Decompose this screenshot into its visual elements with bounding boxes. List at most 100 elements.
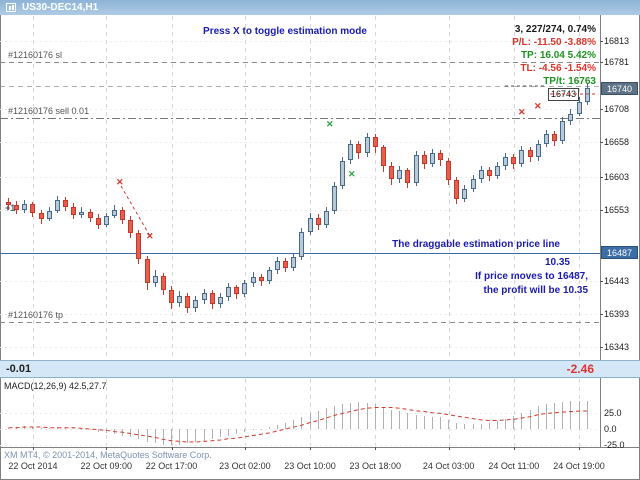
order-line-label-2: #12160176 tp xyxy=(8,310,64,321)
macd-histogram-bar xyxy=(56,427,58,429)
strip-right-value: -2.46 xyxy=(566,362,594,376)
macd-histogram-bar xyxy=(260,429,262,430)
candle-body xyxy=(266,270,272,281)
macd-histogram-bar xyxy=(252,429,254,431)
chart-plot-area[interactable] xyxy=(0,15,600,360)
macd-histogram-bar xyxy=(301,417,303,429)
time-axis-label: 22 Oct 2014 xyxy=(8,461,58,471)
macd-histogram-bar xyxy=(407,413,409,429)
candle-body xyxy=(462,189,468,199)
macd-histogram-bar xyxy=(40,427,42,429)
order-line-label-0: #12160176 sl xyxy=(8,49,63,60)
candle-body xyxy=(217,297,223,304)
macd-histogram-bar xyxy=(65,427,67,429)
time-axis-label: 22 Oct 17:00 xyxy=(145,461,198,471)
macd-histogram-bar xyxy=(439,417,441,429)
macd-histogram-bar xyxy=(431,416,433,429)
price-axis-label: 16708 xyxy=(604,104,630,115)
macd-histogram-bar xyxy=(545,404,547,429)
macd-histogram-bar xyxy=(228,429,230,436)
chart-title-bar[interactable]: US30-DEC14,H1 xyxy=(0,0,640,15)
candle-body xyxy=(495,166,500,177)
time-tick-mark xyxy=(579,447,580,450)
order-line-1[interactable] xyxy=(0,117,600,119)
macd-histogram-bar xyxy=(162,429,164,445)
macd-histogram-bar xyxy=(195,429,197,442)
macd-histogram-bar xyxy=(456,422,458,429)
price-tick-mark xyxy=(600,141,603,143)
macd-histogram-bar xyxy=(122,429,124,436)
candle-body xyxy=(372,137,378,148)
candle-body xyxy=(201,292,207,300)
macd-histogram-bar xyxy=(325,408,327,429)
candle-body xyxy=(299,232,305,258)
time-axis-label: 24 Oct 11:00 xyxy=(488,461,540,471)
macd-histogram-bar xyxy=(578,401,580,429)
chart-icon xyxy=(6,3,16,12)
candle-body xyxy=(527,150,533,158)
macd-histogram-bar xyxy=(423,416,425,429)
macd-axis-label: -25.0 xyxy=(604,440,625,451)
grid-horizontal xyxy=(0,346,600,348)
candle-body xyxy=(307,217,313,233)
macd-histogram-bar xyxy=(464,423,466,429)
candle-body xyxy=(511,157,517,164)
macd-histogram-bar xyxy=(554,403,556,429)
price-tick-mark xyxy=(600,314,603,316)
ask-price-line xyxy=(0,86,600,88)
price-axis-label: 16443 xyxy=(604,276,630,287)
price-axis-label: 16813 xyxy=(604,35,630,46)
candle-body xyxy=(356,144,362,154)
macd-histogram-bar xyxy=(293,419,295,429)
candle-body xyxy=(437,153,443,161)
macd-histogram-bar xyxy=(179,429,181,445)
trade-marker: ✕ xyxy=(518,107,526,117)
macd-histogram-bar xyxy=(505,418,507,429)
candle-body xyxy=(283,261,289,268)
macd-histogram-bar xyxy=(236,429,238,435)
candle-body xyxy=(258,276,264,281)
price-tick-mark xyxy=(600,109,603,111)
candle-body xyxy=(413,154,419,184)
macd-histogram-bar xyxy=(105,429,107,433)
estimation-status-strip: -0.01 -2.46 xyxy=(0,360,640,378)
stat-line-3: TL: -4.56 -1.54% xyxy=(520,63,596,74)
grid-horizontal xyxy=(0,281,600,283)
macd-histogram-bar xyxy=(81,429,83,430)
price-axis[interactable] xyxy=(600,15,639,447)
macd-histogram-bar xyxy=(48,427,50,429)
macd-histogram-bar xyxy=(586,401,588,429)
macd-histogram-bar xyxy=(342,404,344,429)
candle-body xyxy=(6,202,11,206)
price-tick-mark xyxy=(600,209,603,211)
candle-body xyxy=(340,160,346,186)
macd-indicator-label: MACD(12,26,9) 42.5,27.7 xyxy=(4,381,107,391)
candle-body xyxy=(543,134,549,145)
candle-body xyxy=(234,287,240,294)
macd-histogram-bar xyxy=(16,427,18,429)
macd-histogram-bar xyxy=(537,406,539,429)
candle-body xyxy=(389,166,395,180)
time-tick-mark xyxy=(244,447,246,450)
time-axis-label: 24 Oct 03:00 xyxy=(422,461,475,471)
macd-histogram-bar xyxy=(391,409,393,429)
macd-histogram-bar xyxy=(570,401,572,429)
candle-body xyxy=(120,209,126,220)
candle-body xyxy=(348,144,354,161)
macd-histogram-bar xyxy=(562,401,564,429)
macd-histogram-bar xyxy=(374,404,376,429)
trade-marker: ✕ xyxy=(348,169,356,179)
trade-marker: ✕ xyxy=(146,231,154,241)
candle-body xyxy=(46,210,52,220)
time-axis-label: 23 Oct 18:00 xyxy=(349,461,402,471)
order-line-2[interactable] xyxy=(0,322,600,324)
trade-marker: ✕ xyxy=(116,177,124,187)
order-line-0[interactable] xyxy=(0,61,600,63)
macd-histogram-bar xyxy=(415,414,417,429)
macd-histogram-bar xyxy=(513,416,515,429)
macd-histogram-bar xyxy=(130,429,132,437)
macd-histogram-bar xyxy=(73,428,75,430)
grid-horizontal xyxy=(0,141,600,143)
candle-body xyxy=(552,134,558,141)
